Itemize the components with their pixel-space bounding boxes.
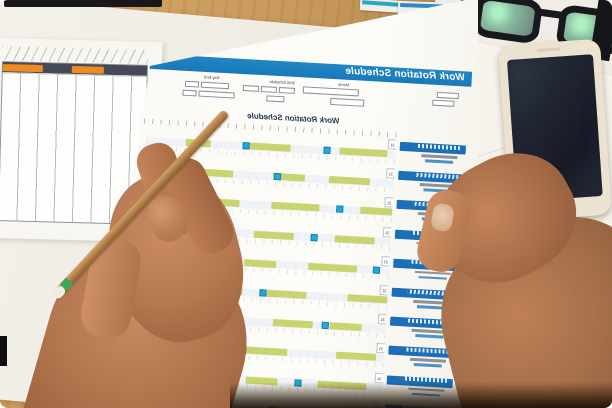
shift-box bbox=[266, 95, 285, 103]
marker-cell bbox=[373, 266, 381, 274]
day-number-cell: 31 bbox=[381, 255, 390, 267]
label-subline-blue bbox=[425, 159, 454, 164]
glasses-lens-left bbox=[471, 0, 544, 45]
day-end-box bbox=[198, 90, 235, 99]
day-number-cell: 31 bbox=[382, 226, 392, 238]
form-box bbox=[436, 91, 459, 100]
dark-object-edge bbox=[4, 0, 162, 7]
marker-cell bbox=[310, 233, 318, 241]
desk-shadow bbox=[230, 382, 612, 408]
shift-box bbox=[260, 86, 278, 93]
label-subline-blue bbox=[418, 275, 447, 280]
day-end-box bbox=[182, 89, 197, 97]
label-subline-blue bbox=[413, 363, 442, 368]
day-number-cell: 31 bbox=[376, 343, 385, 354]
label-subline-dark bbox=[421, 154, 458, 159]
shift-segment bbox=[329, 322, 362, 332]
gantt-row bbox=[2, 62, 147, 77]
day-end-label: Day End bbox=[203, 74, 220, 81]
day-number-cell: 31 bbox=[384, 197, 393, 208]
marker-cell bbox=[273, 173, 281, 181]
day-end-box bbox=[200, 81, 230, 90]
shift-schedule-label: Shift Schedule bbox=[269, 79, 296, 86]
gantt-bar bbox=[8, 64, 44, 73]
day-end-box bbox=[184, 80, 200, 88]
day-number-cell: 31 bbox=[387, 139, 397, 150]
month-box bbox=[302, 86, 359, 97]
shift-box bbox=[242, 85, 260, 92]
glasses-bridge bbox=[537, 8, 565, 20]
label-subline-blue bbox=[415, 334, 444, 339]
marker-cell bbox=[258, 289, 267, 297]
label-subline-dark bbox=[409, 358, 447, 363]
day-number-cell: 31 bbox=[379, 284, 389, 296]
dark-object-edge-left bbox=[0, 336, 7, 366]
document-title: Work Rotation Schedule bbox=[344, 65, 466, 84]
month-label: Month bbox=[337, 82, 350, 88]
marker-cell bbox=[242, 142, 251, 150]
marker-cell bbox=[323, 146, 331, 154]
phone-earpiece bbox=[536, 47, 561, 53]
marker-cell bbox=[321, 321, 330, 330]
shift-segment bbox=[243, 259, 277, 268]
marker-cell bbox=[336, 205, 344, 214]
shift-box bbox=[278, 87, 295, 94]
form-box bbox=[432, 99, 455, 107]
shift-segment bbox=[359, 207, 393, 216]
day-number-cell: 31 bbox=[377, 314, 387, 325]
month-box-2 bbox=[330, 97, 365, 107]
day-number-cell: 31 bbox=[386, 168, 395, 179]
